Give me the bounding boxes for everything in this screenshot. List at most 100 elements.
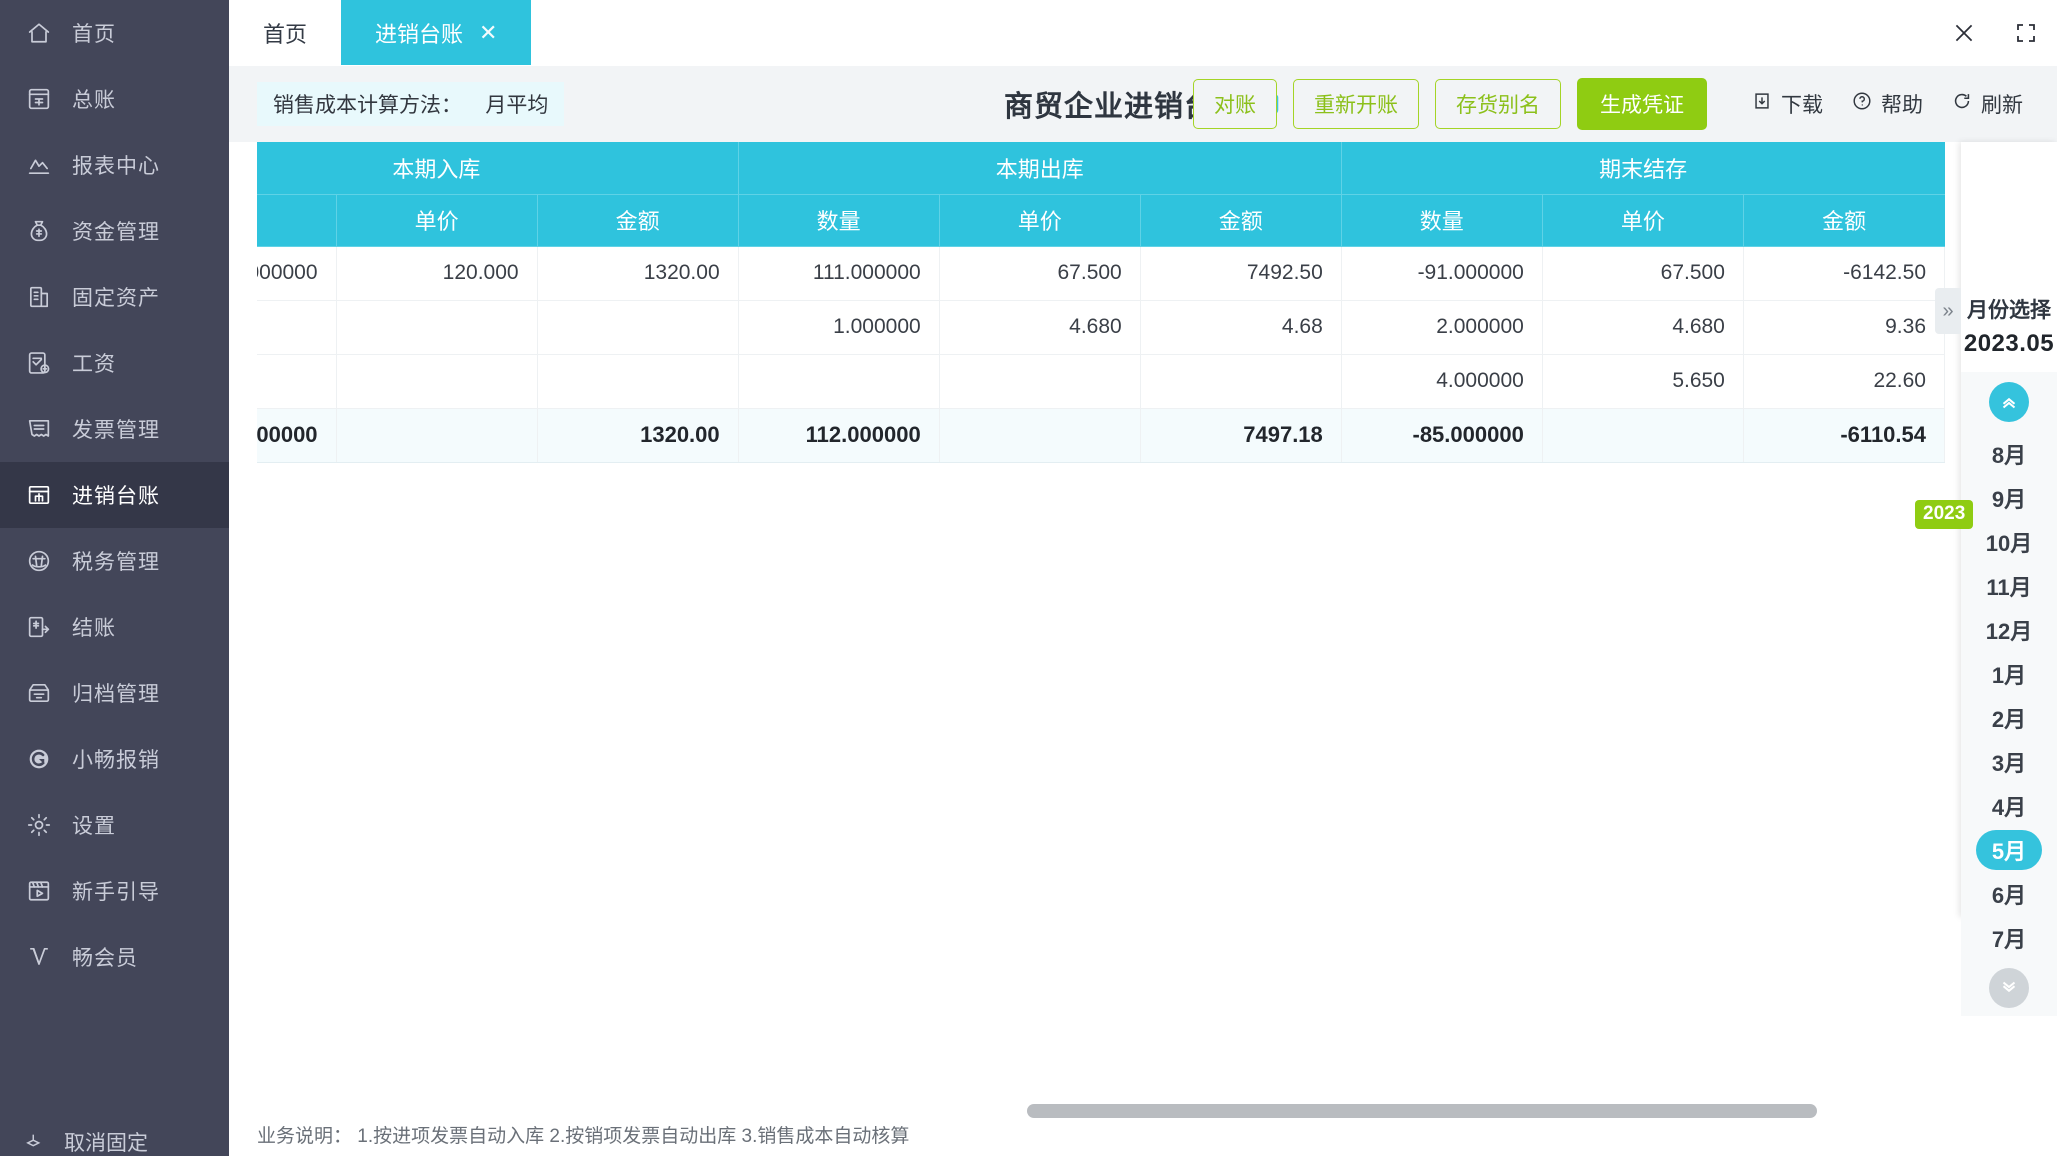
sidebar-item-2[interactable]: 总账	[0, 66, 229, 132]
refresh-icon	[1951, 90, 1973, 118]
sidebar-item-label: 进销台账	[72, 485, 160, 508]
scrollbar-thumb[interactable]	[1027, 1104, 1817, 1118]
table-cell: 67.500	[939, 246, 1141, 301]
cost-method-badge: 销售成本计算方法： 月平均	[257, 82, 565, 126]
sidebar-item-7[interactable]: 发票管理	[0, 396, 229, 462]
help-button[interactable]: 帮助	[1845, 83, 1929, 125]
table-cell: 2.000000	[1341, 300, 1543, 355]
table-cell	[1140, 354, 1342, 409]
table-cell	[537, 354, 739, 409]
download-button[interactable]: 下载	[1745, 83, 1829, 125]
invoice-icon	[22, 412, 56, 446]
sidebar-item-3[interactable]: 报表中心	[0, 132, 229, 198]
building-icon	[22, 280, 56, 314]
toolbar-actions: 对账 重新开账 存货别名 生成凭证 下载	[1193, 78, 2029, 130]
reimburse-icon	[22, 742, 56, 776]
table-cell: 111.000000	[738, 246, 940, 301]
maximize-icon[interactable]	[1995, 0, 2057, 66]
sidebar-item-13[interactable]: 设置	[0, 792, 229, 858]
table-cell: 4.68	[1140, 300, 1342, 355]
sidebar-item-label: 发票管理	[72, 419, 160, 442]
sidebar-item-label: 新手引导	[72, 881, 160, 904]
tab-home[interactable]: 首页	[229, 0, 341, 65]
sidebar-item-11[interactable]: 归档管理	[0, 660, 229, 726]
table-body: 11.000000120.0001320.00111.00000067.5007…	[257, 246, 1946, 463]
month-item[interactable]: 9月	[1991, 487, 2027, 512]
tax-icon	[22, 544, 56, 578]
month-item[interactable]: 12月	[1985, 619, 2033, 644]
month-item[interactable]: 11月	[1986, 575, 2032, 600]
table-cell: 5.650	[1542, 354, 1744, 409]
window-buttons	[1933, 0, 2057, 66]
sidebar-item-15[interactable]: 畅会员	[0, 924, 229, 990]
month-item[interactable]: 2月	[1991, 707, 2027, 732]
sidebar-item-4[interactable]: 资金管理	[0, 198, 229, 264]
month-item[interactable]: 1月	[1991, 663, 2027, 688]
table-total-cell	[939, 408, 1141, 463]
ledger-icon	[22, 82, 56, 116]
tab-ledger[interactable]: 进销台账 ✕	[341, 0, 532, 65]
refresh-button[interactable]: 刷新	[1945, 83, 2029, 125]
panel-collapse-handle[interactable]: »	[1935, 288, 1961, 334]
sidebar-item-1[interactable]: 首页	[0, 0, 229, 66]
sidebar-item-9[interactable]: 税务管理	[0, 528, 229, 594]
footnote: 业务说明： 1.按进项发票自动入库 2.按销项发票自动出库 3.销售成本自动核算	[257, 1126, 910, 1147]
horizontal-scrollbar[interactable]	[257, 1104, 1957, 1118]
table-group-header: 本期出库	[738, 142, 1342, 195]
sidebar-item-label: 归档管理	[72, 683, 160, 706]
chevron-up-icon[interactable]	[1989, 382, 2029, 422]
month-item[interactable]: 4月	[1991, 795, 2027, 820]
table-column-header: 单价	[939, 194, 1141, 247]
refresh-label: 刷新	[1981, 94, 2023, 117]
table-column-header: 数量	[1341, 194, 1543, 247]
table-group-header-row: 本期入库 本期出库 期末结存	[257, 142, 1945, 195]
month-item[interactable]: 8月	[1991, 443, 2027, 468]
table-row[interactable]: 4.000000 5.650 22.60	[257, 354, 1946, 409]
main-area: 首页 进销台账 ✕ 销售	[229, 0, 2057, 1156]
month-panel-current: 2023.05	[1963, 330, 2055, 357]
stock-alias-button[interactable]: 存货别名	[1435, 79, 1561, 129]
table-column-header: 单价	[336, 194, 538, 247]
tab-home-label: 首页	[263, 21, 308, 47]
sidebar-item-6[interactable]: 工资	[0, 330, 229, 396]
chevron-down-icon[interactable]	[1989, 968, 2029, 1008]
sidebar-item-8[interactable]: 进销台账	[0, 462, 229, 528]
month-item[interactable]: 10月	[1985, 531, 2033, 556]
payroll-icon	[22, 346, 56, 380]
table-cell	[336, 300, 538, 355]
tab-close-icon[interactable]: ✕	[479, 19, 498, 45]
table-cell	[537, 300, 739, 355]
table-total-cell: -85.000000	[1341, 408, 1543, 463]
month-item[interactable]: 3月	[1991, 751, 2027, 776]
year-badge: 2023	[1915, 500, 1974, 529]
sidebar-item-5[interactable]: 固定资产	[0, 264, 229, 330]
table-row[interactable]: 11.000000120.0001320.00111.00000067.5007…	[257, 246, 1946, 301]
sidebar-item-unpin[interactable]: 取消固定	[0, 1122, 229, 1156]
table-cell: 67.500	[1542, 246, 1744, 301]
table-cell: 9.36	[1743, 300, 1946, 355]
table-column-header: 金额	[1743, 194, 1945, 247]
table-cell: 120.000	[336, 246, 538, 301]
month-select-panel: 月份选择 2023.05 8月 9月 10月 11月 12月 1月 2月 3月 4月 5月 6月 7月	[1915, 142, 2057, 1016]
table-total-cell: 112.000000	[738, 408, 940, 463]
month-item[interactable]: 6月	[1991, 883, 2027, 908]
generate-voucher-button[interactable]: 生成凭证	[1577, 78, 1707, 130]
month-item[interactable]: 5月	[1976, 830, 2042, 870]
archive-icon	[22, 676, 56, 710]
sidebar-item-10[interactable]: 结账	[0, 594, 229, 660]
reconcile-button[interactable]: 对账	[1193, 79, 1277, 129]
table-cell: 4.000000	[1341, 354, 1543, 409]
sidebar-item-12[interactable]: 小畅报销	[0, 726, 229, 792]
table-row[interactable]: 1.000000 4.680 4.68 2.000000 4.680 9.36	[257, 300, 1946, 355]
table-cell: 11.000000	[257, 246, 337, 301]
sidebar-item-14[interactable]: 新手引导	[0, 858, 229, 924]
sidebar-item-label: 报表中心	[72, 155, 160, 178]
close-icon[interactable]	[1933, 0, 1995, 66]
table-cell: 1.000000	[738, 300, 940, 355]
reopen-account-button[interactable]: 重新开账	[1293, 79, 1419, 129]
table-cell: 1320.00	[537, 246, 739, 301]
month-item[interactable]: 7月	[1991, 927, 2027, 952]
